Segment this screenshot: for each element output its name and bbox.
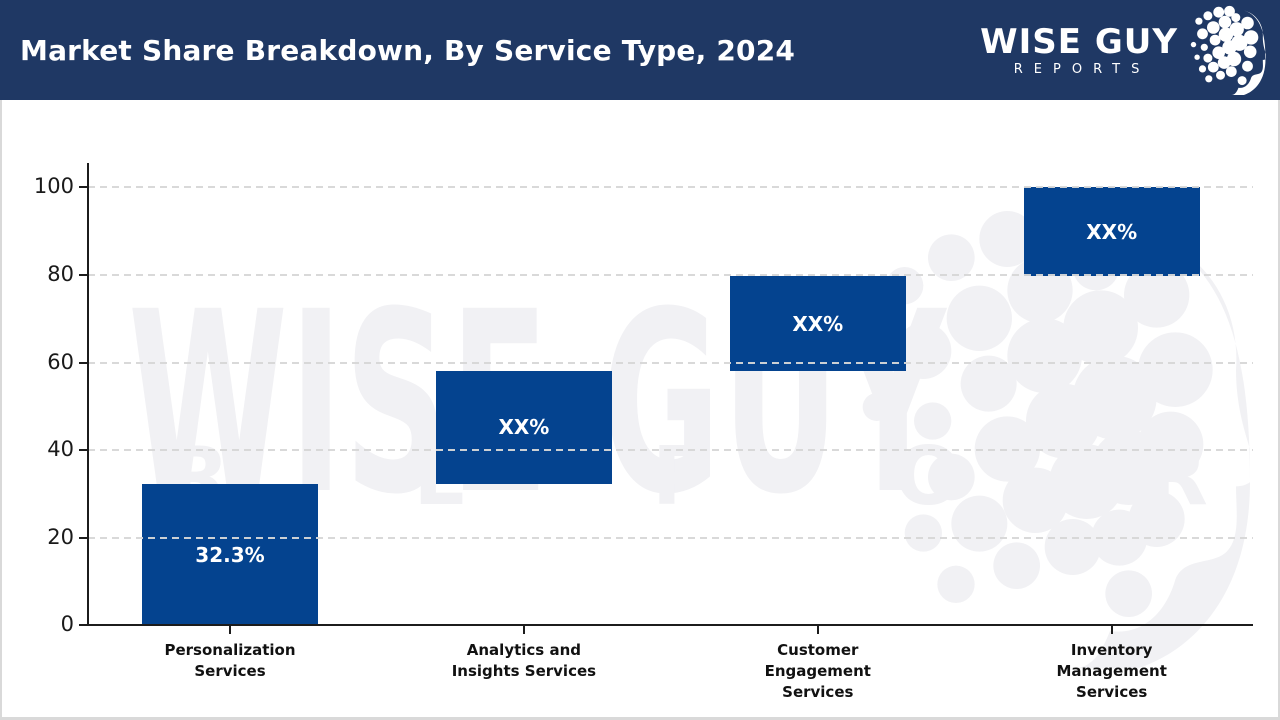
y-tick-label: 40 (47, 437, 74, 462)
bar-value-label: XX% (1086, 219, 1138, 244)
bar-segment: XX% (729, 276, 906, 371)
brand-logo-text: WISE GUY REPORTS (980, 25, 1178, 76)
x-axis-line (87, 624, 1253, 627)
x-axis-category-label: Personalization Services (164, 641, 296, 681)
y-tick-label: 80 (47, 261, 74, 286)
y-tick-mark (79, 186, 88, 189)
x-axis-category-label: Analytics and Insights Services (451, 641, 597, 681)
y-gridline (88, 536, 1253, 539)
bar-value-label: XX% (498, 415, 550, 440)
x-axis-category-label: Inventory Management Services (1056, 641, 1167, 702)
x-tick-mark (816, 625, 819, 635)
brand-subname: REPORTS (1013, 61, 1151, 77)
y-gridline (88, 361, 1253, 364)
chart-title: Market Share Breakdown, By Service Type,… (20, 33, 796, 67)
bar-segment: 32.3% (142, 483, 318, 626)
y-tick-label: 20 (47, 524, 74, 549)
brand-logo: WISE GUY REPORTS (980, 5, 1266, 95)
bar-segment: XX% (435, 370, 612, 484)
y-tick-label: 100 (33, 174, 74, 199)
y-axis-line (87, 163, 89, 627)
x-tick-mark (1110, 625, 1113, 635)
y-gridline (88, 449, 1253, 452)
y-tick-mark (79, 624, 88, 627)
x-axis-category-label: Customer Engagement Services (764, 641, 871, 702)
page-border-bottom (0, 717, 1280, 720)
page-border-left (0, 0, 2, 720)
brand-head-icon (1190, 5, 1266, 95)
y-tick-label: 60 (47, 349, 74, 374)
bar-segment: XX% (1023, 187, 1200, 277)
y-gridline (88, 186, 1253, 189)
y-tick-mark (79, 449, 88, 452)
y-tick-mark (79, 536, 88, 539)
bar-value-label: XX% (792, 311, 844, 336)
header-bar: Market Share Breakdown, By Service Type,… (0, 0, 1280, 100)
y-gridline (88, 273, 1253, 276)
y-tick-mark (79, 273, 88, 276)
y-tick-mark (79, 361, 88, 364)
y-tick-label: 0 (60, 612, 74, 637)
page-border-right (1278, 0, 1280, 720)
x-tick-mark (522, 625, 525, 635)
bar-value-label: 32.3% (195, 542, 265, 567)
x-tick-mark (229, 625, 231, 635)
brand-name: WISE GUY (980, 21, 1178, 62)
